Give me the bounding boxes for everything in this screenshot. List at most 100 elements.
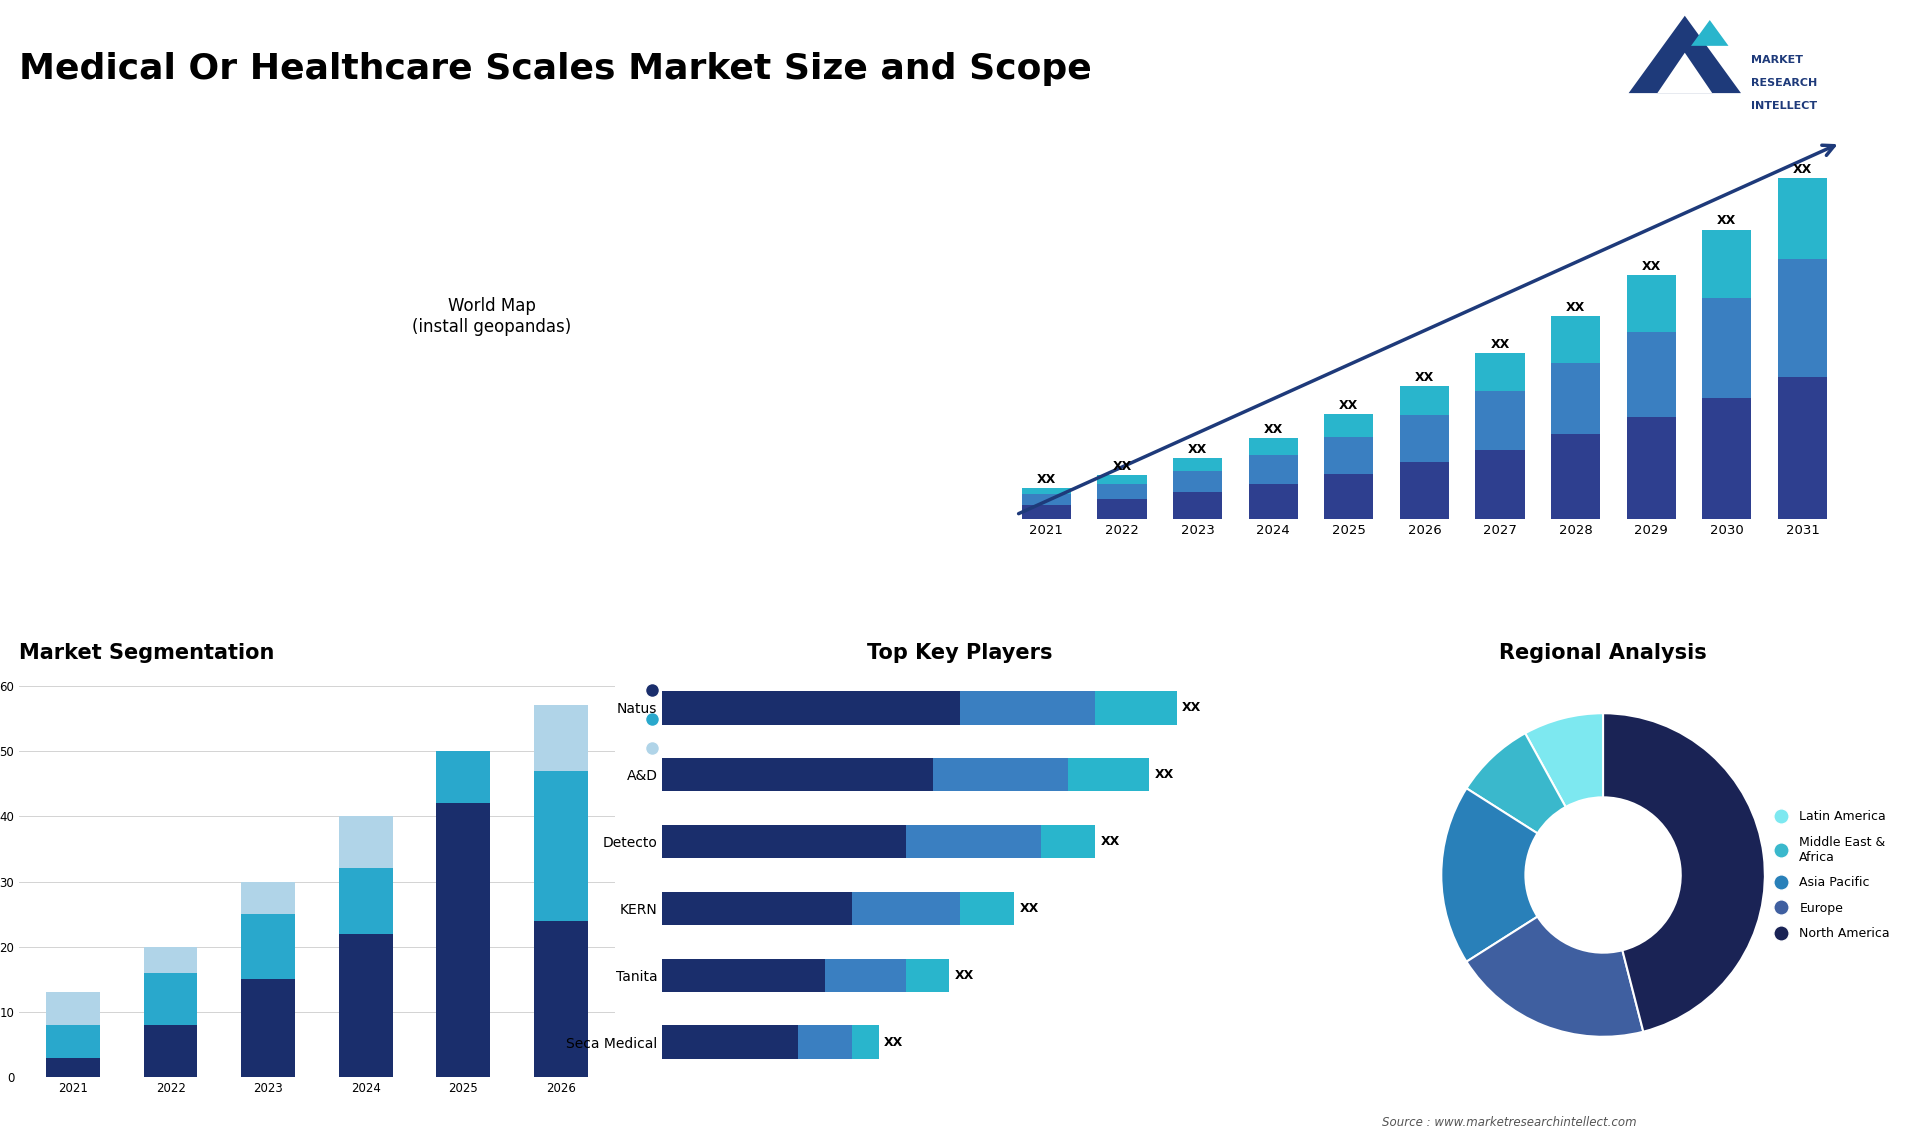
Bar: [1551, 316, 1599, 363]
Title: Regional Analysis: Regional Analysis: [1500, 643, 1707, 662]
Bar: [144, 973, 198, 1025]
Bar: [1094, 691, 1177, 724]
Bar: [797, 1026, 852, 1059]
Bar: [662, 892, 852, 925]
Bar: [1703, 298, 1751, 399]
Text: XX: XX: [1716, 214, 1736, 227]
Bar: [534, 920, 588, 1077]
Bar: [1021, 505, 1071, 519]
Text: XX: XX: [1567, 301, 1586, 314]
Bar: [242, 881, 296, 915]
Text: XX: XX: [1100, 835, 1119, 848]
Bar: [1626, 417, 1676, 519]
Bar: [1703, 229, 1751, 298]
Text: XX: XX: [1183, 701, 1202, 714]
Text: XX: XX: [1490, 338, 1509, 351]
Text: XX: XX: [1263, 423, 1283, 435]
Bar: [1173, 458, 1223, 471]
Wedge shape: [1603, 713, 1764, 1031]
Bar: [1173, 471, 1223, 492]
Wedge shape: [1467, 733, 1565, 833]
Bar: [1475, 353, 1524, 391]
Text: World Map
(install geopandas): World Map (install geopandas): [413, 298, 572, 336]
Bar: [1098, 484, 1146, 500]
Text: XX: XX: [1154, 768, 1175, 782]
Bar: [1551, 363, 1599, 434]
Bar: [1325, 437, 1373, 473]
Bar: [1400, 416, 1450, 462]
Bar: [1248, 484, 1298, 519]
Bar: [1626, 331, 1676, 417]
Bar: [144, 947, 198, 973]
Legend: Type, Application, Geography: Type, Application, Geography: [634, 680, 751, 761]
Text: Source : www.marketresearchintellect.com: Source : www.marketresearchintellect.com: [1382, 1116, 1638, 1129]
Bar: [1248, 438, 1298, 455]
Bar: [1068, 758, 1150, 792]
Text: MARKET: MARKET: [1751, 55, 1803, 65]
Bar: [338, 934, 392, 1077]
Bar: [1778, 179, 1828, 259]
Text: XX: XX: [1188, 442, 1208, 456]
Text: RESEARCH: RESEARCH: [1751, 78, 1818, 88]
Polygon shape: [1628, 16, 1741, 93]
Bar: [1325, 473, 1373, 519]
Bar: [662, 758, 933, 792]
Bar: [1778, 377, 1828, 519]
Bar: [436, 751, 490, 803]
Text: Medical Or Healthcare Scales Market Size and Scope: Medical Or Healthcare Scales Market Size…: [19, 52, 1092, 86]
Bar: [242, 980, 296, 1077]
Bar: [1248, 455, 1298, 484]
Bar: [960, 691, 1094, 724]
Bar: [1021, 494, 1071, 505]
Wedge shape: [1442, 788, 1538, 961]
Bar: [1475, 449, 1524, 519]
Bar: [46, 1058, 100, 1077]
Text: XX: XX: [1338, 399, 1359, 411]
Bar: [906, 958, 948, 992]
Bar: [1778, 259, 1828, 377]
Text: XX: XX: [954, 968, 973, 982]
Text: XX: XX: [885, 1036, 904, 1049]
Bar: [534, 770, 588, 920]
Bar: [662, 1026, 797, 1059]
Bar: [1098, 500, 1146, 519]
Bar: [46, 1025, 100, 1058]
Bar: [826, 958, 906, 992]
Bar: [46, 992, 100, 1025]
Bar: [436, 803, 490, 1077]
Bar: [662, 825, 906, 858]
Bar: [960, 892, 1014, 925]
Polygon shape: [1692, 21, 1728, 46]
Bar: [852, 1026, 879, 1059]
Bar: [242, 915, 296, 980]
Bar: [852, 892, 960, 925]
Bar: [1703, 399, 1751, 519]
Bar: [1021, 488, 1071, 494]
Polygon shape: [1657, 53, 1713, 93]
Bar: [1551, 434, 1599, 519]
Bar: [1626, 275, 1676, 331]
Bar: [906, 825, 1041, 858]
Bar: [1400, 386, 1450, 416]
Bar: [1325, 414, 1373, 437]
Bar: [144, 1025, 198, 1077]
Text: XX: XX: [1415, 370, 1434, 384]
Wedge shape: [1467, 917, 1644, 1037]
Text: XX: XX: [1642, 260, 1661, 273]
Bar: [338, 869, 392, 934]
Bar: [662, 958, 826, 992]
Title: Top Key Players: Top Key Players: [868, 643, 1052, 662]
Text: XX: XX: [1112, 460, 1131, 473]
Text: XX: XX: [1020, 902, 1039, 915]
Bar: [1400, 462, 1450, 519]
Legend: Latin America, Middle East &
Africa, Asia Pacific, Europe, North America: Latin America, Middle East & Africa, Asi…: [1763, 804, 1895, 945]
Bar: [534, 706, 588, 770]
Text: Market Segmentation: Market Segmentation: [19, 643, 275, 662]
Text: XX: XX: [1037, 472, 1056, 486]
Bar: [1173, 492, 1223, 519]
Bar: [1041, 825, 1094, 858]
Bar: [1475, 391, 1524, 449]
Bar: [338, 816, 392, 869]
Text: INTELLECT: INTELLECT: [1751, 101, 1816, 111]
Bar: [662, 691, 960, 724]
